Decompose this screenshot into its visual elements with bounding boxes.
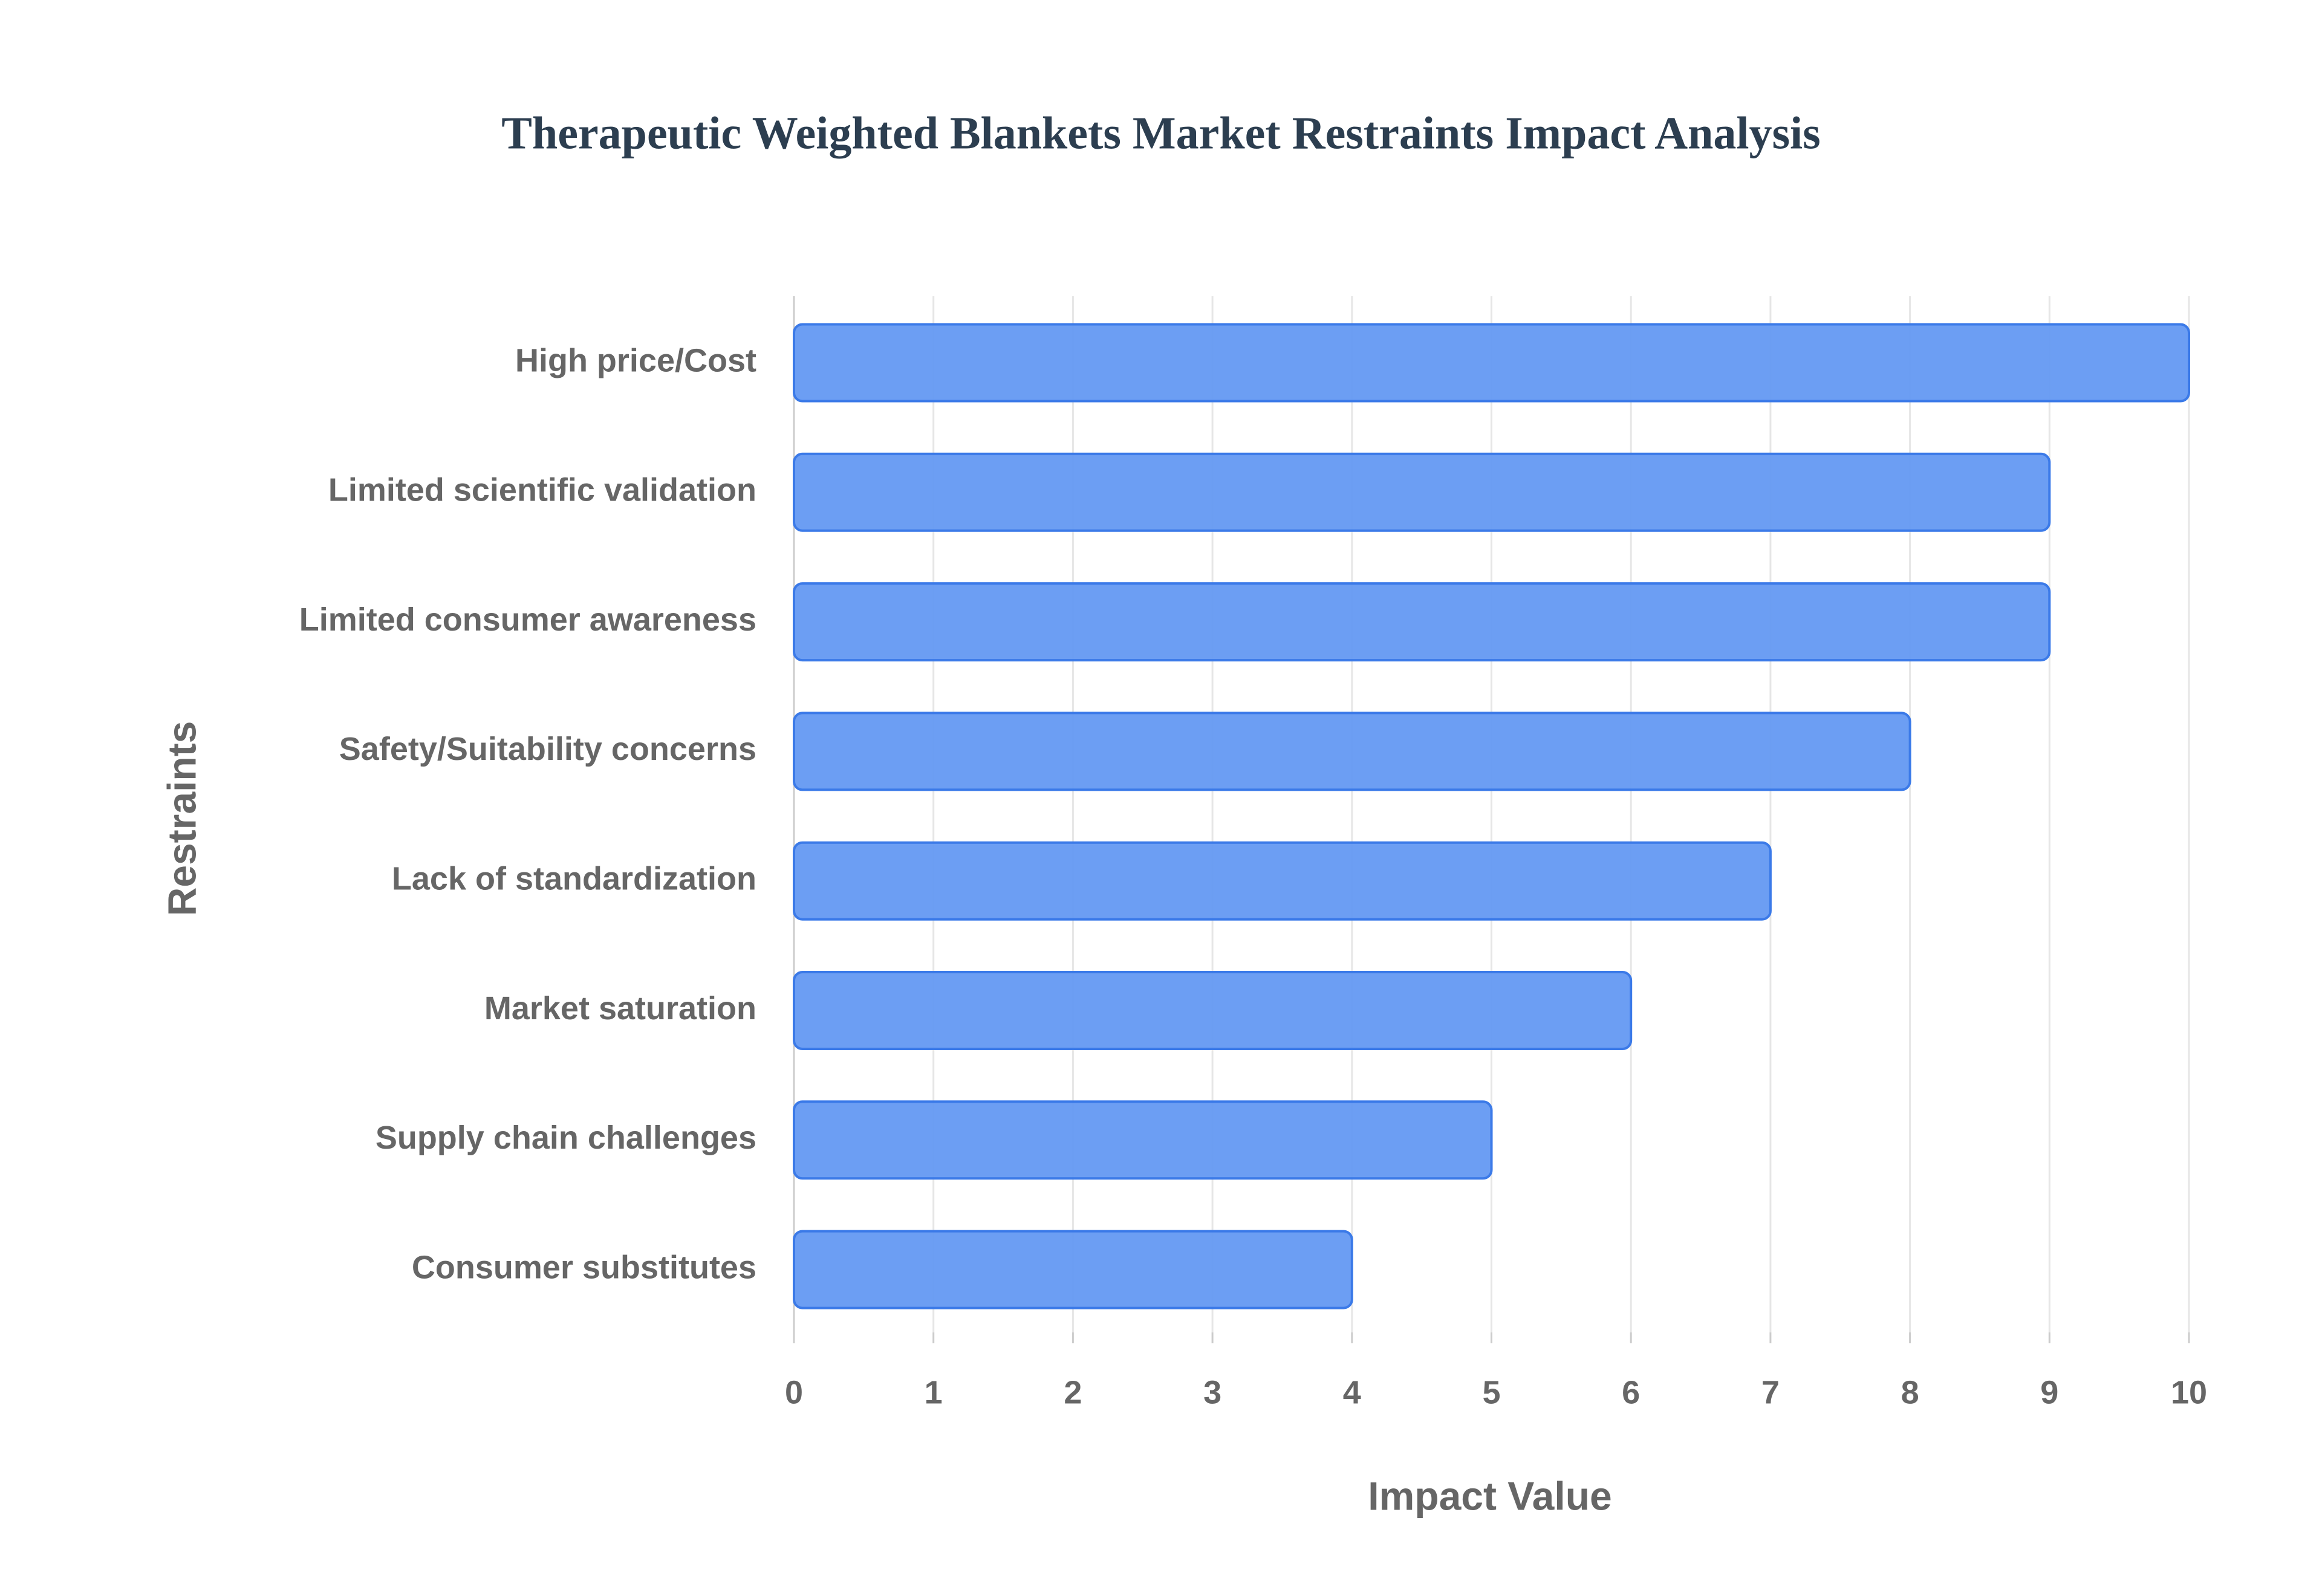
x-tick-label: 1 [925, 1374, 943, 1410]
x-tick-label: 4 [1343, 1374, 1361, 1410]
y-tick-label: High price/Cost [515, 342, 756, 378]
y-tick-label: Lack of standardization [392, 860, 756, 897]
bar [793, 452, 2051, 532]
x-axis-title: Impact Value [1368, 1473, 1612, 1518]
y-tick-label: Safety/Suitability concerns [339, 731, 756, 767]
y-axis-title: Restraints [159, 721, 204, 916]
x-tick-label: 5 [1482, 1374, 1500, 1410]
bar [793, 323, 2190, 403]
x-tick-label: 2 [1064, 1374, 1082, 1410]
x-tick-label: 6 [1622, 1374, 1640, 1410]
y-tick-label: Limited consumer awareness [299, 602, 756, 638]
bar [793, 841, 1772, 921]
y-tick-label: Consumer substitutes [412, 1249, 756, 1285]
y-tick-label: Market saturation [484, 990, 756, 1027]
y-tick-label: Supply chain challenges [376, 1120, 756, 1156]
chart-title: Therapeutic Weighted Blankets Market Res… [501, 108, 1820, 158]
bar [793, 1100, 1493, 1180]
x-tick-label: 3 [1203, 1374, 1221, 1410]
bar [793, 712, 1911, 791]
bar [793, 582, 2051, 662]
x-tick-label: 8 [1901, 1374, 1919, 1410]
y-tick-label: Limited scientific validation [328, 472, 756, 508]
bar [793, 971, 1633, 1050]
x-tick-label: 0 [785, 1374, 803, 1410]
x-tick-label: 7 [1761, 1374, 1780, 1410]
x-tick-label: 10 [2171, 1374, 2207, 1410]
bar [793, 1230, 1353, 1309]
x-tick-label: 9 [2040, 1374, 2058, 1410]
